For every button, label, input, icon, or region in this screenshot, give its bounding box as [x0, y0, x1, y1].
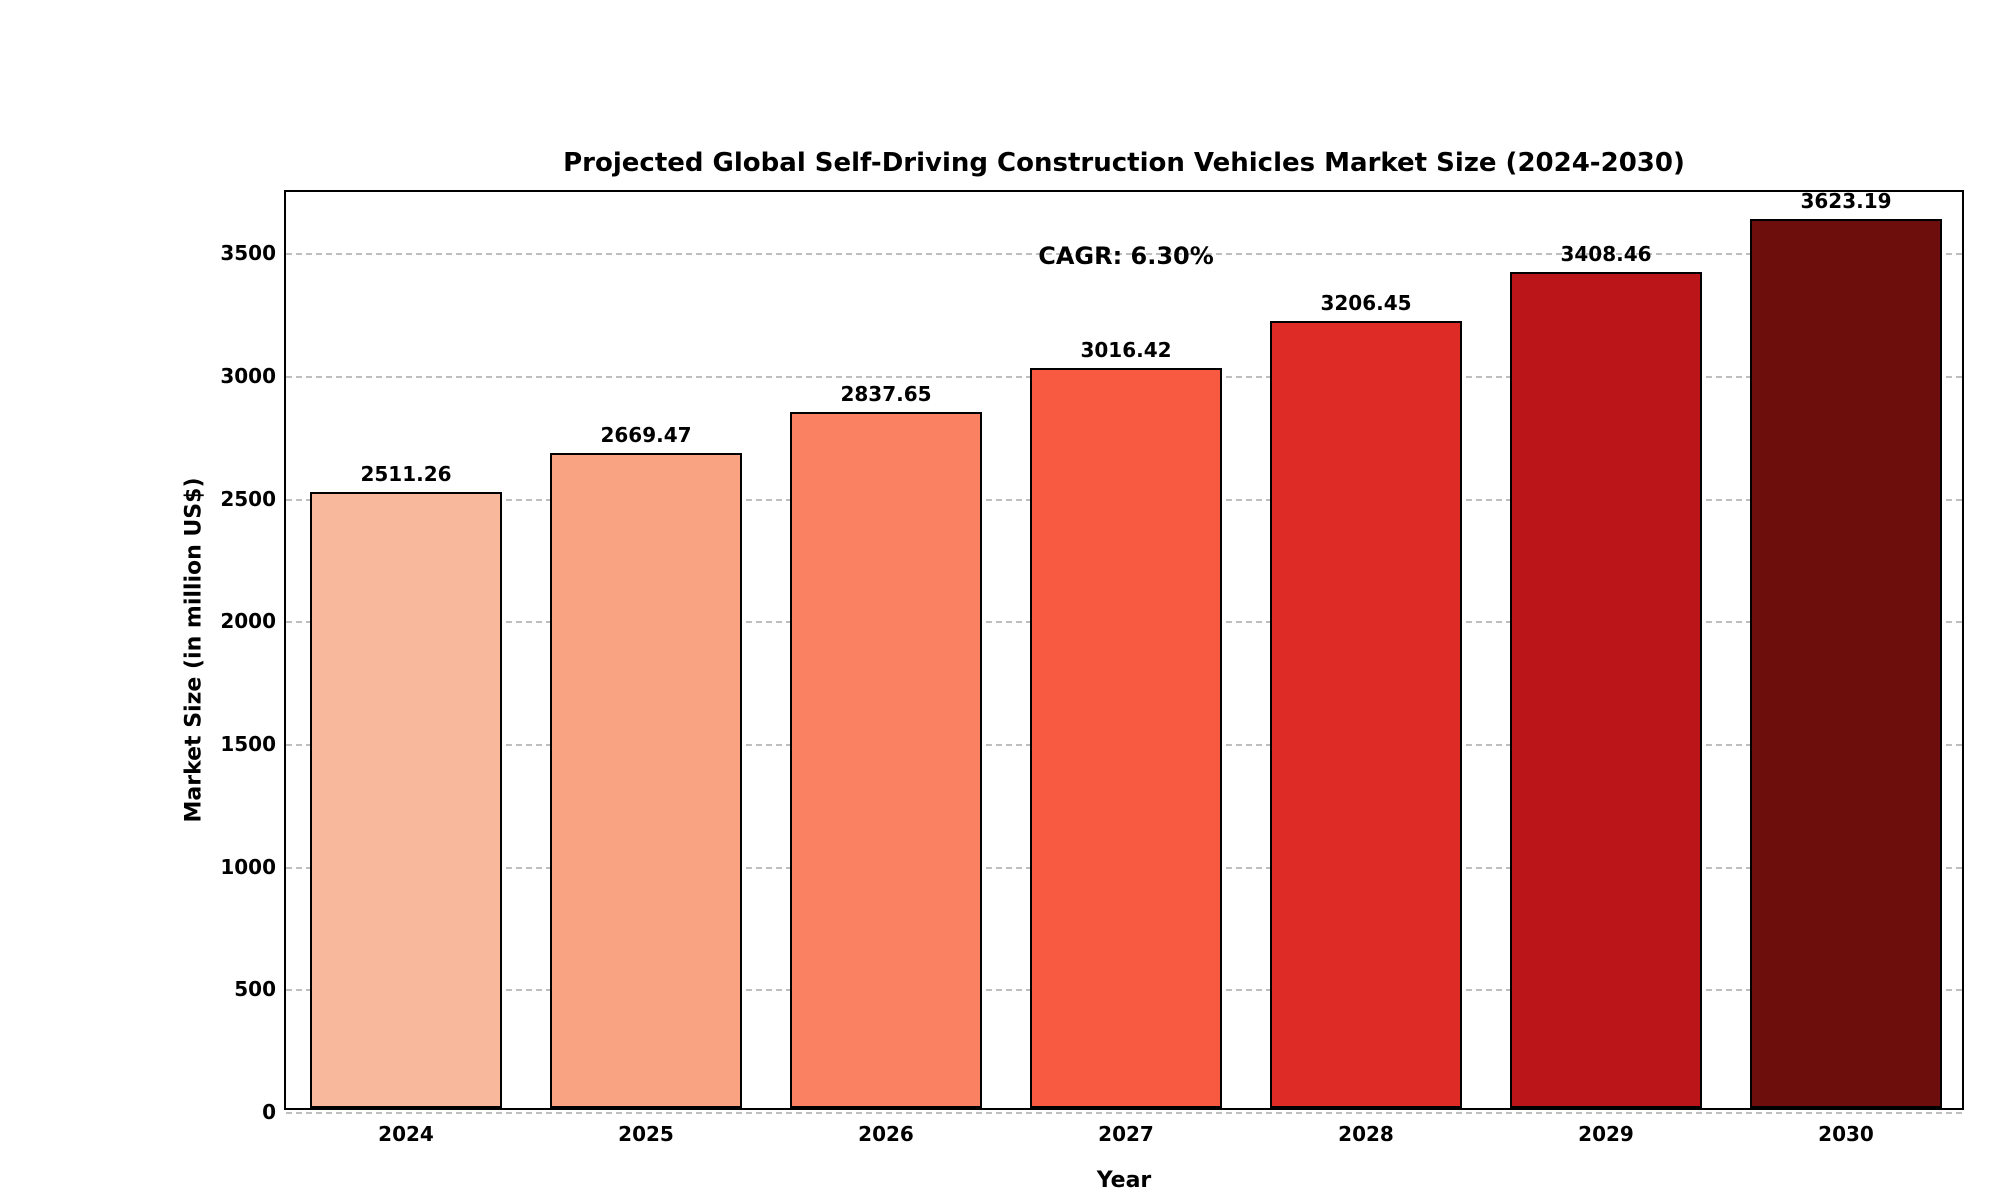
- x-tick-label: 2026: [858, 1108, 914, 1146]
- y-tick-label: 3500: [220, 241, 286, 265]
- bar: [310, 492, 502, 1108]
- x-tick-label: 2025: [618, 1108, 674, 1146]
- y-tick-label: 2000: [220, 609, 286, 633]
- bar: [1750, 219, 1942, 1108]
- bar-value-label: 2669.47: [600, 423, 691, 447]
- x-tick-label: 2029: [1578, 1108, 1634, 1146]
- y-tick-label: 500: [234, 977, 286, 1001]
- bar-value-label: 2837.65: [840, 382, 931, 406]
- x-axis-label: Year: [1097, 1168, 1152, 1193]
- chart-container: Market Size (in million US$)Year05001000…: [120, 60, 1880, 1140]
- bar: [790, 412, 982, 1108]
- x-tick-label: 2027: [1098, 1108, 1154, 1146]
- y-tick-label: 0: [262, 1100, 286, 1124]
- y-tick-label: 2500: [220, 487, 286, 511]
- bar: [550, 453, 742, 1108]
- x-tick-label: 2030: [1818, 1108, 1874, 1146]
- bar-value-label: 3016.42: [1080, 338, 1171, 362]
- chart-title: Projected Global Self-Driving Constructi…: [284, 148, 1964, 178]
- y-axis-label: Market Size (in million US$): [182, 477, 207, 822]
- bar-value-label: 3408.46: [1560, 242, 1651, 266]
- x-tick-label: 2024: [378, 1108, 434, 1146]
- cagr-annotation: CAGR: 6.30%: [1038, 242, 1214, 270]
- bar-value-label: 3206.45: [1320, 291, 1411, 315]
- bar-value-label: 2511.26: [360, 462, 451, 486]
- y-tick-label: 3000: [220, 364, 286, 388]
- x-tick-label: 2028: [1338, 1108, 1394, 1146]
- plot-area: Market Size (in million US$)Year05001000…: [284, 190, 1964, 1110]
- y-tick-label: 1500: [220, 732, 286, 756]
- bar: [1030, 368, 1222, 1108]
- y-tick-label: 1000: [220, 855, 286, 879]
- bar: [1270, 321, 1462, 1108]
- bar-value-label: 3623.19: [1800, 189, 1891, 213]
- bar: [1510, 272, 1702, 1108]
